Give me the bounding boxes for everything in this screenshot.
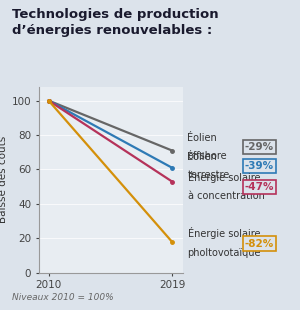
Text: à concentration: à concentration bbox=[188, 191, 264, 201]
Text: Niveaux 2010 = 100%: Niveaux 2010 = 100% bbox=[12, 293, 114, 302]
Text: -82%: -82% bbox=[245, 238, 274, 249]
Text: Éolien: Éolien bbox=[188, 133, 217, 143]
Text: pholtovotaïque: pholtovotaïque bbox=[188, 248, 261, 258]
Text: Éolien: Éolien bbox=[188, 152, 217, 162]
Text: terrestre: terrestre bbox=[188, 170, 230, 180]
Text: Énergie solaire: Énergie solaire bbox=[188, 171, 260, 183]
Text: -39%: -39% bbox=[245, 161, 274, 171]
Text: Technologies de production
d’énergies renouvelables :: Technologies de production d’énergies re… bbox=[12, 8, 219, 37]
Text: offshore: offshore bbox=[188, 151, 227, 161]
Text: -47%: -47% bbox=[245, 182, 274, 192]
Y-axis label: Baisse des coûts: Baisse des coûts bbox=[0, 136, 8, 224]
Text: -29%: -29% bbox=[245, 142, 274, 152]
Text: Énergie solaire: Énergie solaire bbox=[188, 228, 260, 240]
